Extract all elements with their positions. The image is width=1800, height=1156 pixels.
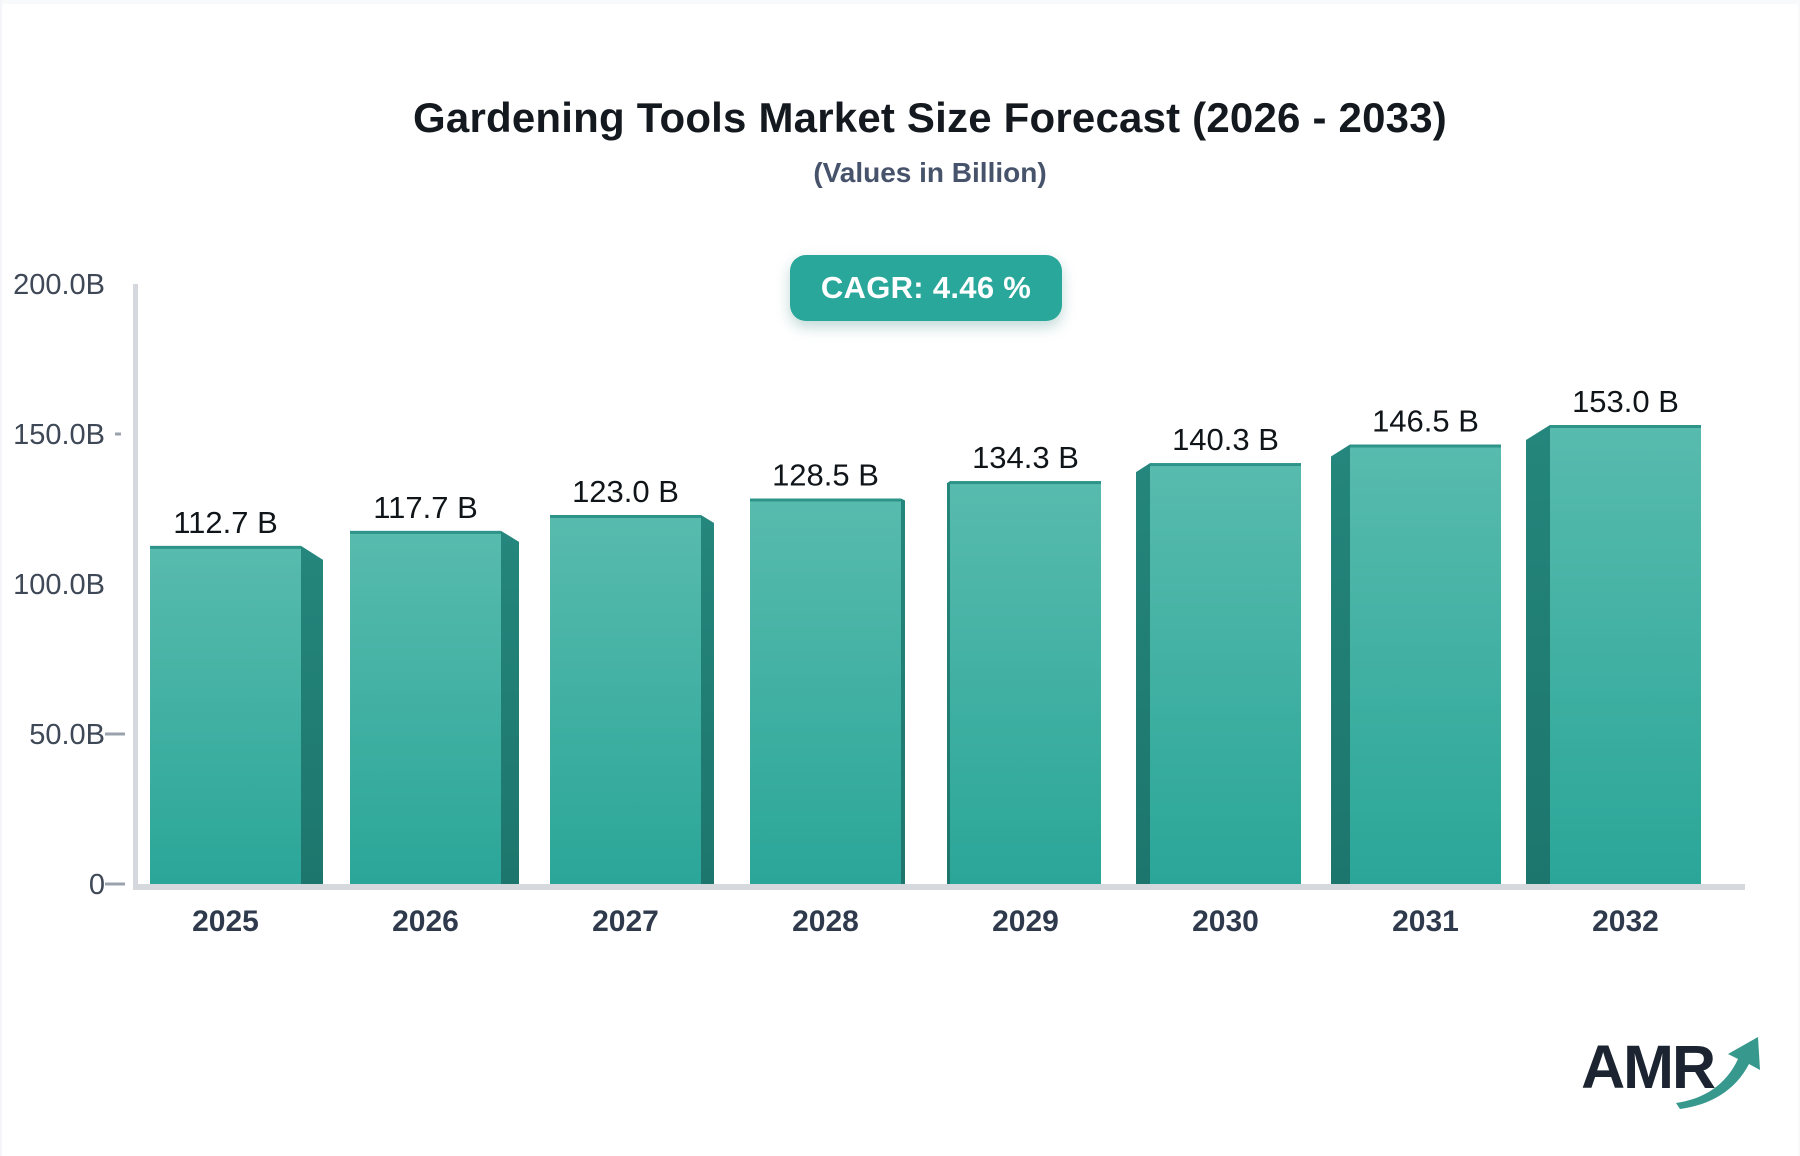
amr-logo-text: AMR xyxy=(1581,1033,1716,1101)
bar-front-face xyxy=(1550,425,1701,884)
bar-side-face xyxy=(1136,463,1150,884)
bar-2028: 128.5 B 2028 xyxy=(750,458,905,938)
y-tick-mark xyxy=(115,432,121,436)
x-axis-label: 2031 xyxy=(1392,905,1459,938)
x-axis-label: 2028 xyxy=(792,905,859,938)
bar-side-face xyxy=(1331,444,1350,884)
bar-side-face xyxy=(901,498,905,884)
bar-value-label: 146.5 B xyxy=(1372,404,1479,439)
x-axis-label: 2032 xyxy=(1592,905,1659,938)
bar-side-face xyxy=(701,515,714,884)
x-axis-label: 2027 xyxy=(592,905,659,938)
bar-value-label: 117.7 B xyxy=(373,490,478,525)
bar-front-face xyxy=(1150,463,1301,884)
bar-value-label: 128.5 B xyxy=(772,458,879,493)
bar-side-face xyxy=(1526,425,1550,884)
x-axis-label: 2030 xyxy=(1192,905,1259,938)
bar-top-edge xyxy=(950,481,1101,485)
x-axis-label: 2025 xyxy=(192,905,259,938)
bar-top-edge xyxy=(150,545,301,549)
cagr-badge-label: CAGR: 4.46 % xyxy=(820,270,1032,305)
bar-top-edge xyxy=(550,515,701,518)
y-tick-mark xyxy=(105,882,125,886)
y-axis-label: 200.0B xyxy=(13,269,105,301)
y-axis-label: 100.0B xyxy=(13,569,105,601)
page-title: Gardening Tools Market Size Forecast (20… xyxy=(413,94,1447,141)
bar-top-edge xyxy=(1550,425,1701,428)
bar-front-face xyxy=(950,481,1101,884)
growth-arrow-icon xyxy=(1674,1033,1762,1116)
bar-front-face xyxy=(1350,444,1501,884)
bar-side-face xyxy=(947,481,950,884)
bar-value-label: 140.3 B xyxy=(1172,422,1279,457)
bar-top-edge xyxy=(350,530,501,534)
bar-2031: 146.5 B 2031 xyxy=(1331,404,1501,938)
bar-top-edge xyxy=(1150,463,1301,467)
bar-value-label: 153.0 B xyxy=(1572,384,1679,419)
bar-side-face xyxy=(501,530,519,884)
x-axis-line xyxy=(133,884,1745,890)
bar-front-face xyxy=(550,515,701,884)
bar-2030: 140.3 B 2030 xyxy=(1136,422,1301,938)
cagr-badge: CAGR: 4.46 % xyxy=(790,255,1062,321)
bar-side-face xyxy=(301,545,323,884)
bar-front-face xyxy=(750,498,901,884)
y-tick-mark xyxy=(105,732,125,736)
chart-header: Gardening Tools Market Size Forecast (20… xyxy=(72,94,1788,189)
bar-top-edge xyxy=(750,498,901,502)
bar-value-label: 112.7 B xyxy=(173,505,278,540)
bar-value-label: 134.3 B xyxy=(972,440,1079,475)
bar-value-label: 123.0 B xyxy=(572,474,679,509)
bar-2032: 153.0 B 2032 xyxy=(1526,384,1701,938)
y-axis-label: 50.0B xyxy=(29,719,105,751)
y-axis-label: 150.0B xyxy=(13,419,105,451)
bar-2027: 123.0 B 2027 xyxy=(550,474,714,938)
page-top-edge xyxy=(2,0,1798,4)
x-axis-label: 2029 xyxy=(992,905,1059,938)
y-axis-label: 0 xyxy=(89,869,105,901)
y-axis-line xyxy=(133,284,138,890)
bar-top-edge xyxy=(1350,444,1501,448)
bar-2026: 117.7 B 2026 xyxy=(350,490,519,938)
bar-2025: 112.7 B 2025 xyxy=(150,505,323,938)
page-subtitle: (Values in Billion) xyxy=(813,157,1047,188)
amr-logo: AMR xyxy=(1581,1037,1762,1116)
bar-front-face xyxy=(350,530,501,884)
x-axis-label: 2026 xyxy=(392,905,459,938)
bar-front-face xyxy=(150,545,301,884)
bar-2029: 134.3 B 2029 xyxy=(947,440,1101,938)
